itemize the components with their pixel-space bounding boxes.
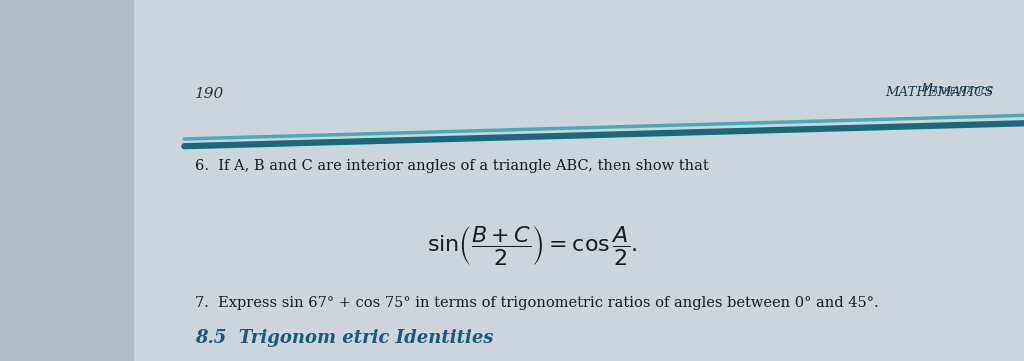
Text: 8.5  Trigonom etric Identities: 8.5 Trigonom etric Identities xyxy=(195,329,494,347)
Text: $\mathit{M}_{\mathit{ATHEL\!MATICS}}$: $\mathit{M}_{\mathit{ATHEL\!MATICS}}$ xyxy=(921,82,993,97)
Text: 6.  If A, B and C are interior angles of a triangle ABC, then show that: 6. If A, B and C are interior angles of … xyxy=(195,159,709,173)
Text: 190: 190 xyxy=(195,87,224,101)
Text: MATHEMATICS: MATHEMATICS xyxy=(885,86,993,99)
Text: 7.  Express sin 67° + cos 75° in terms of trigonometric ratios of angles between: 7. Express sin 67° + cos 75° in terms of… xyxy=(195,296,879,310)
Text: $\sin\!\left(\dfrac{B+C}{2}\right) = \cos\dfrac{A}{2}.$: $\sin\!\left(\dfrac{B+C}{2}\right) = \co… xyxy=(427,224,638,267)
Bar xyxy=(0,0,133,361)
